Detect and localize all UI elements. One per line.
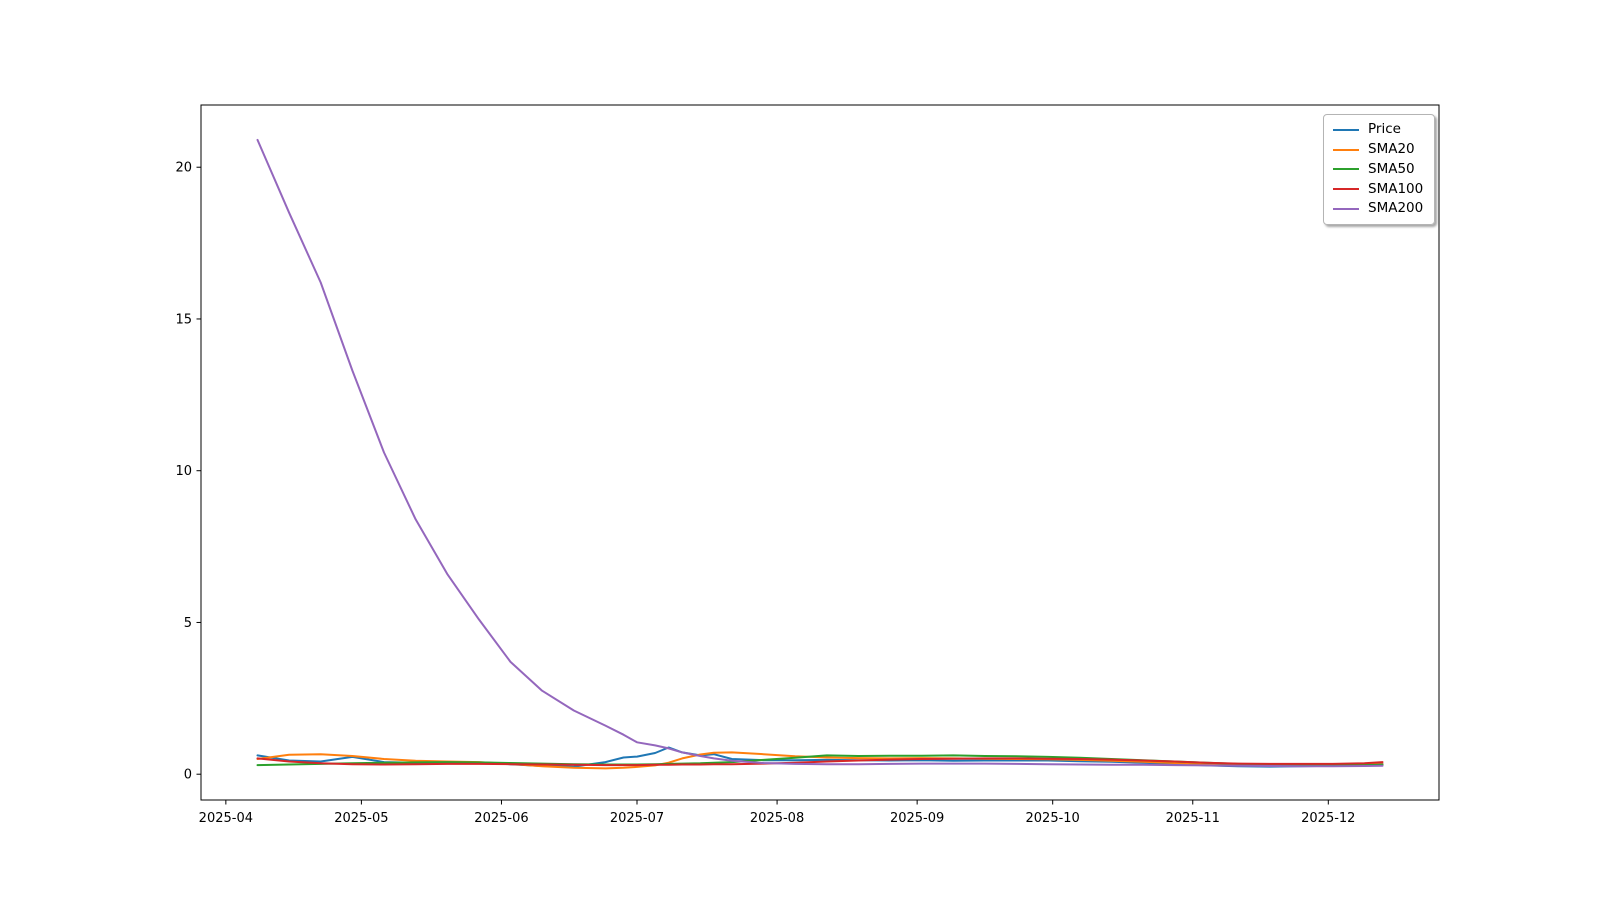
legend-line-swatch: [1333, 208, 1359, 211]
series-line-sma200: [256, 138, 1384, 768]
legend-item-sma200: SMA200: [1333, 199, 1425, 219]
legend-item-sma20: SMA20: [1333, 140, 1425, 160]
legend: Price SMA20 SMA50 SMA100 SMA200: [1323, 114, 1435, 225]
legend-item-sma50: SMA50: [1333, 160, 1425, 180]
y-tick-label: 20: [175, 161, 192, 176]
x-tick-label: 2025-12: [1301, 811, 1355, 826]
legend-line-swatch: [1333, 148, 1359, 151]
x-tick-label: 2025-10: [1026, 811, 1080, 826]
legend-label: SMA50: [1368, 160, 1415, 177]
legend-item-price: Price: [1333, 120, 1425, 140]
y-tick-label: 15: [175, 312, 192, 327]
legend-label: Price: [1368, 121, 1401, 138]
x-tick-label: 2025-05: [334, 811, 388, 826]
plot-border: [200, 104, 1440, 801]
x-tick-label: 2025-11: [1166, 811, 1220, 826]
x-tick-label: 2025-09: [890, 811, 944, 826]
legend-item-sma100: SMA100: [1333, 179, 1425, 199]
x-tick-label: 2025-08: [750, 811, 804, 826]
legend-line-swatch: [1333, 128, 1359, 131]
legend-label: SMA20: [1368, 140, 1415, 157]
x-tick-label: 2025-07: [610, 811, 664, 826]
x-tick-label: 2025-06: [474, 811, 528, 826]
y-tick-label: 10: [175, 464, 192, 479]
y-tick-label: 5: [184, 616, 192, 631]
legend-label: SMA200: [1368, 200, 1424, 217]
legend-line-swatch: [1333, 188, 1359, 191]
legend-line-swatch: [1333, 168, 1359, 171]
y-tick-label: 0: [184, 768, 192, 783]
x-tick-label: 2025-04: [199, 811, 253, 826]
legend-label: SMA100: [1368, 180, 1424, 197]
